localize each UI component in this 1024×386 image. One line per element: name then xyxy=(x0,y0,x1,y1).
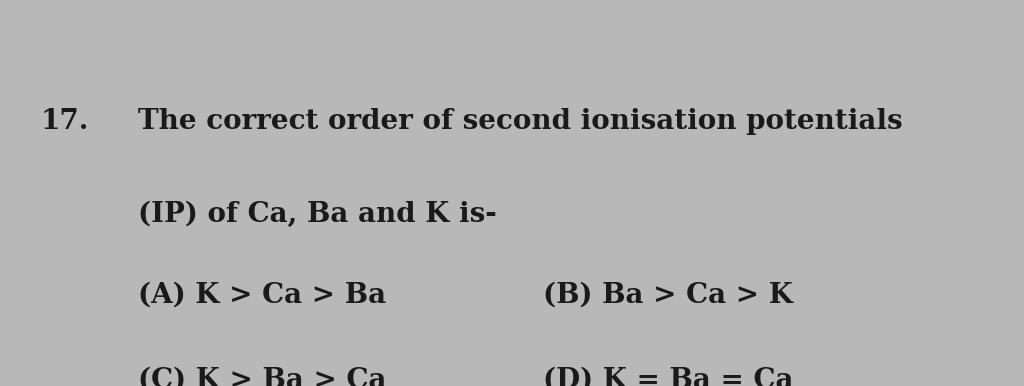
Text: The correct order of second ionisation potentials: The correct order of second ionisation p… xyxy=(138,108,903,135)
Text: (B) Ba > Ca > K: (B) Ba > Ca > K xyxy=(543,282,793,309)
Text: (A) K > Ca > Ba: (A) K > Ca > Ba xyxy=(138,282,386,309)
Text: (C) K > Ba > Ca: (C) K > Ba > Ca xyxy=(138,367,387,386)
Text: (IP) of Ca, Ba and K is-: (IP) of Ca, Ba and K is- xyxy=(138,201,497,228)
Text: (D) K = Ba = Ca: (D) K = Ba = Ca xyxy=(543,367,794,386)
Text: 17.: 17. xyxy=(41,108,89,135)
